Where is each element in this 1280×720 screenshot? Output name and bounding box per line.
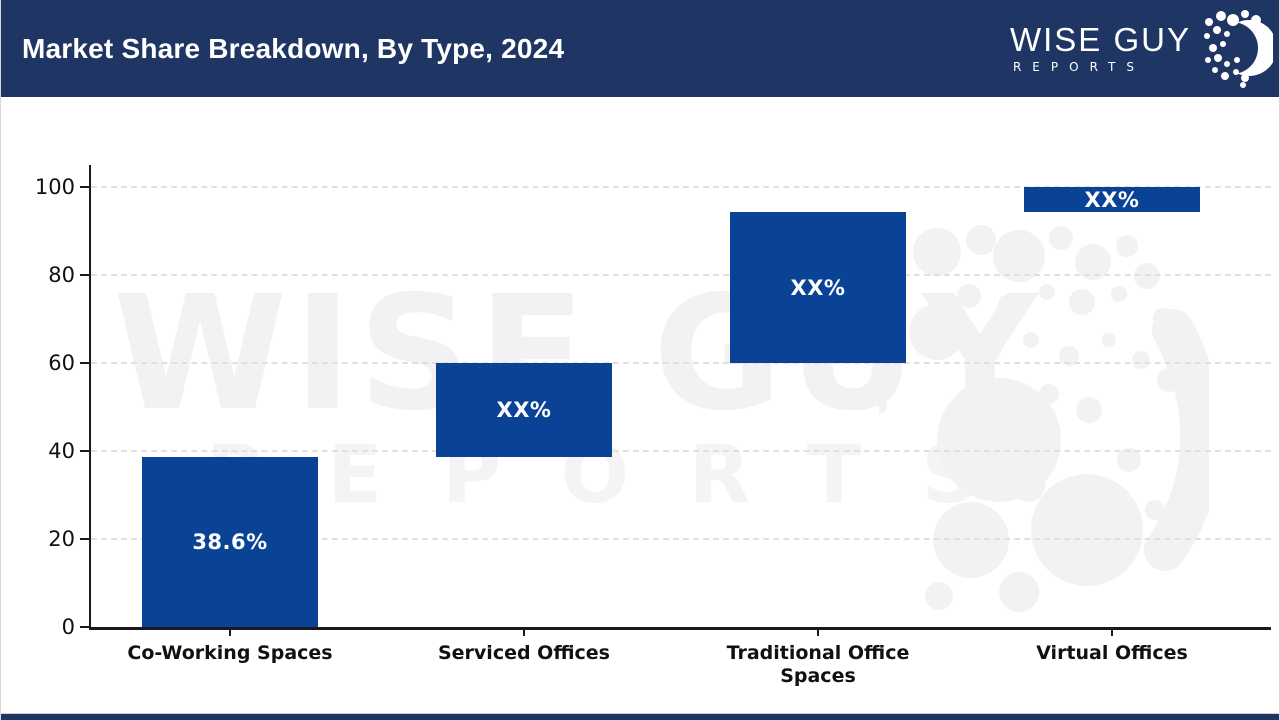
bar-value-label: XX% bbox=[496, 398, 552, 423]
x-axis-tick bbox=[523, 628, 525, 636]
y-axis-tick-label: 60 bbox=[48, 351, 75, 375]
y-axis-tick-label: 20 bbox=[48, 527, 75, 551]
header-bar: Market Share Breakdown, By Type, 2024 WI… bbox=[1, 0, 1279, 97]
x-axis-tick bbox=[1111, 628, 1113, 636]
gridline-y40 bbox=[91, 450, 1271, 452]
bar-segment: 38.6% bbox=[142, 457, 318, 627]
x-axis-tick bbox=[229, 628, 231, 636]
bar-value-label: XX% bbox=[790, 275, 846, 300]
face-profile-icon bbox=[1204, 9, 1273, 88]
x-axis-category-label: Virtual Offices bbox=[1036, 642, 1188, 664]
x-axis-category-label: Serviced Offices bbox=[437, 642, 610, 664]
gridline-y60 bbox=[91, 362, 1271, 364]
gridline-y80 bbox=[91, 274, 1271, 276]
bar-segment: XX% bbox=[730, 212, 906, 363]
y-axis-tick bbox=[80, 274, 89, 276]
y-axis-tick bbox=[80, 186, 89, 188]
bar-value-label: XX% bbox=[1084, 187, 1140, 212]
y-axis-tick bbox=[80, 362, 89, 364]
brand-logo-text: WISE GUY REPORTS bbox=[1010, 23, 1191, 74]
page-title: Market Share Breakdown, By Type, 2024 bbox=[22, 32, 565, 64]
y-axis-tick-label: 100 bbox=[34, 175, 75, 199]
y-axis-tick-label: 80 bbox=[48, 263, 75, 287]
bar-value-label: 38.6% bbox=[192, 530, 268, 555]
y-axis-tick bbox=[80, 450, 89, 452]
brand-subtitle: REPORTS bbox=[1012, 59, 1145, 74]
y-axis-tick bbox=[80, 538, 89, 540]
brand-logo: WISE GUY REPORTS bbox=[1010, 0, 1273, 97]
x-axis-category-label: Co-Working Spaces bbox=[127, 642, 333, 664]
y-axis-tick bbox=[80, 626, 89, 628]
y-axis-tick-label: 40 bbox=[48, 439, 75, 463]
y-axis-line bbox=[89, 165, 91, 630]
bar-segment: XX% bbox=[436, 363, 612, 458]
x-axis-line bbox=[89, 627, 1271, 630]
brand-name: WISE GUY bbox=[1009, 21, 1191, 59]
x-axis-tick bbox=[817, 628, 819, 636]
gridline-y20 bbox=[91, 538, 1271, 540]
watermark-face-icon bbox=[879, 225, 1209, 612]
footer-bar bbox=[1, 713, 1279, 720]
y-axis-tick-label: 0 bbox=[61, 615, 75, 639]
x-axis-category-label: Traditional Office Spaces bbox=[726, 642, 910, 687]
bar-segment: XX% bbox=[1024, 187, 1200, 213]
chart-area: 0 20 40 60 80 100 38.6% XX% XX% XX% Co-Working Spa… bbox=[1, 97, 1279, 713]
gridline-y100 bbox=[91, 186, 1271, 188]
